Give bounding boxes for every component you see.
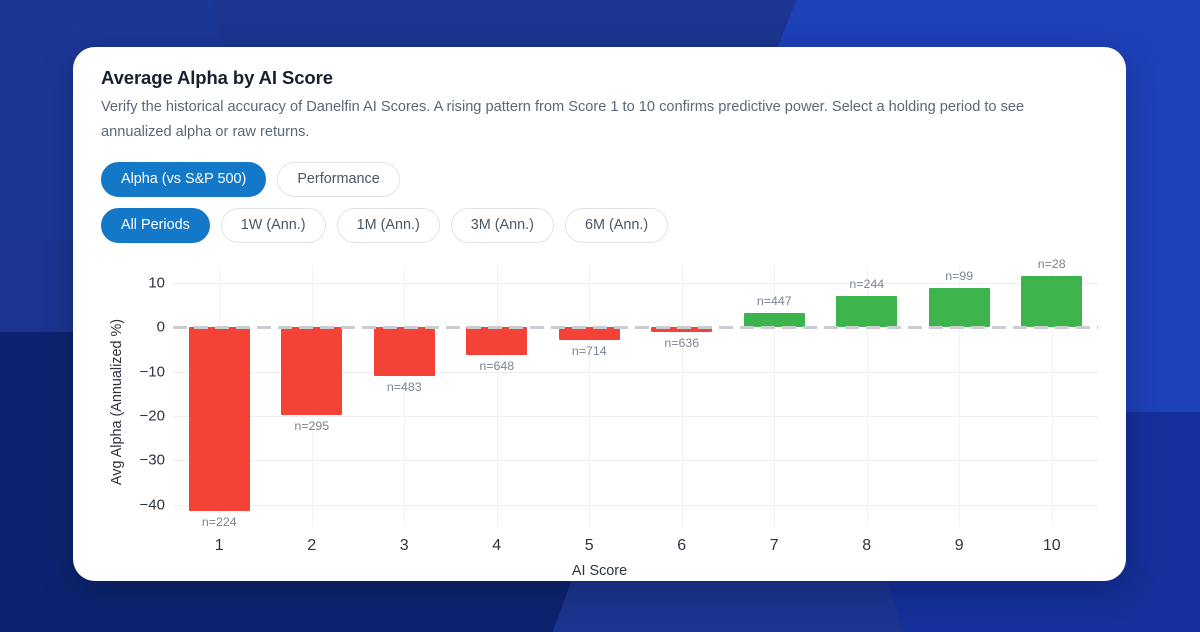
- bar-sample-size-label: n=447: [756, 294, 792, 309]
- x-axis-tick-label: 10: [1042, 537, 1061, 554]
- bar-sample-size-label: n=295: [294, 419, 330, 434]
- y-axis-tick-label: −20: [139, 407, 165, 425]
- x-axis-tick-label: 2: [307, 537, 317, 554]
- y-axis-ticks: 10 0 −10 −20 −30 −40: [101, 265, 165, 565]
- x-axis-tick-label: 4: [492, 537, 502, 554]
- y-axis-tick-label: −40: [139, 496, 165, 514]
- x-axis-tick-label: 1: [214, 537, 224, 554]
- x-axis-tick-label: 6: [677, 537, 687, 554]
- tab-1w-ann[interactable]: 1W (Ann.): [220, 208, 326, 243]
- alpha-by-ai-score-bar-chart: Avg Alpha (Annualized %) 10 0 −10 −20 −30 −40…: [101, 257, 1098, 579]
- bar-sample-size-label: n=636: [664, 335, 700, 350]
- gridline-horizontal: [173, 415, 1098, 417]
- bar-sample-size-label: n=648: [479, 359, 515, 374]
- tab-all-periods[interactable]: All Periods: [101, 208, 210, 243]
- chart-bar[interactable]: [188, 327, 250, 511]
- gridline-vertical: [867, 265, 868, 527]
- y-axis-tick-label: 0: [156, 318, 165, 336]
- period-tab-group: All Periods 1W (Ann.) 1M (Ann.) 3M (Ann.…: [101, 208, 1098, 243]
- gridline-horizontal: [173, 460, 1098, 462]
- chart-bar[interactable]: [928, 288, 990, 328]
- x-axis-tick-label: 7: [769, 537, 779, 554]
- x-axis-tick-label: 8: [862, 537, 872, 554]
- chart-card: Average Alpha by AI Score Verify the his…: [73, 47, 1126, 581]
- gridline-vertical: [404, 265, 405, 527]
- chart-bar[interactable]: [743, 313, 805, 328]
- zero-baseline: [173, 326, 1098, 330]
- y-axis-tick-label: −30: [139, 451, 165, 469]
- tab-1m-ann[interactable]: 1M (Ann.): [336, 208, 440, 243]
- chart-bar[interactable]: [466, 327, 528, 356]
- gridline-vertical: [589, 265, 590, 527]
- x-axis-tick-label: 5: [584, 537, 594, 554]
- gridline-vertical: [1052, 265, 1053, 527]
- x-axis-label: AI Score: [571, 563, 628, 579]
- gridline-vertical: [497, 265, 498, 527]
- bar-sample-size-label: n=99: [945, 269, 974, 284]
- gridline-horizontal: [173, 371, 1098, 373]
- bar-sample-size-label: n=28: [1037, 256, 1066, 271]
- x-axis-tick-label: 3: [399, 537, 409, 554]
- metric-tab-group: Alpha (vs S&P 500) Performance: [101, 162, 1098, 197]
- page-title: Average Alpha by AI Score: [101, 67, 333, 88]
- chart-bar[interactable]: [558, 327, 620, 341]
- bar-sample-size-label: n=483: [386, 380, 422, 395]
- bar-sample-size-label: n=244: [849, 276, 885, 291]
- x-axis-tick-label: 9: [954, 537, 964, 554]
- bar-sample-size-label: n=224: [201, 514, 237, 529]
- tab-6m-ann[interactable]: 6M (Ann.): [564, 208, 669, 243]
- plot-area: n=224 n=295 n=483 n=648 n=714 n=636 n=447 n=244…: [173, 257, 1098, 529]
- chart-bar[interactable]: [651, 327, 713, 332]
- y-axis-tick-label: 10: [148, 274, 165, 292]
- y-axis-tick-label: −10: [139, 363, 165, 381]
- tab-alpha-vs-sp500[interactable]: Alpha (vs S&P 500): [101, 162, 267, 197]
- tab-performance[interactable]: Performance: [277, 162, 400, 197]
- chart-bar[interactable]: [1021, 275, 1083, 328]
- gridline-vertical: [774, 265, 775, 527]
- card-description: Verify the historical accuracy of Danelf…: [101, 99, 1025, 140]
- chart-bar[interactable]: [373, 327, 435, 377]
- gridline-horizontal: [173, 282, 1098, 284]
- gridline-vertical: [682, 265, 683, 527]
- chart-bar[interactable]: [281, 327, 343, 416]
- chart-bar[interactable]: [836, 295, 898, 328]
- gridline-vertical: [959, 265, 960, 527]
- gridline-horizontal: [173, 504, 1098, 506]
- bar-sample-size-label: n=714: [571, 344, 607, 359]
- tab-3m-ann[interactable]: 3M (Ann.): [450, 208, 554, 243]
